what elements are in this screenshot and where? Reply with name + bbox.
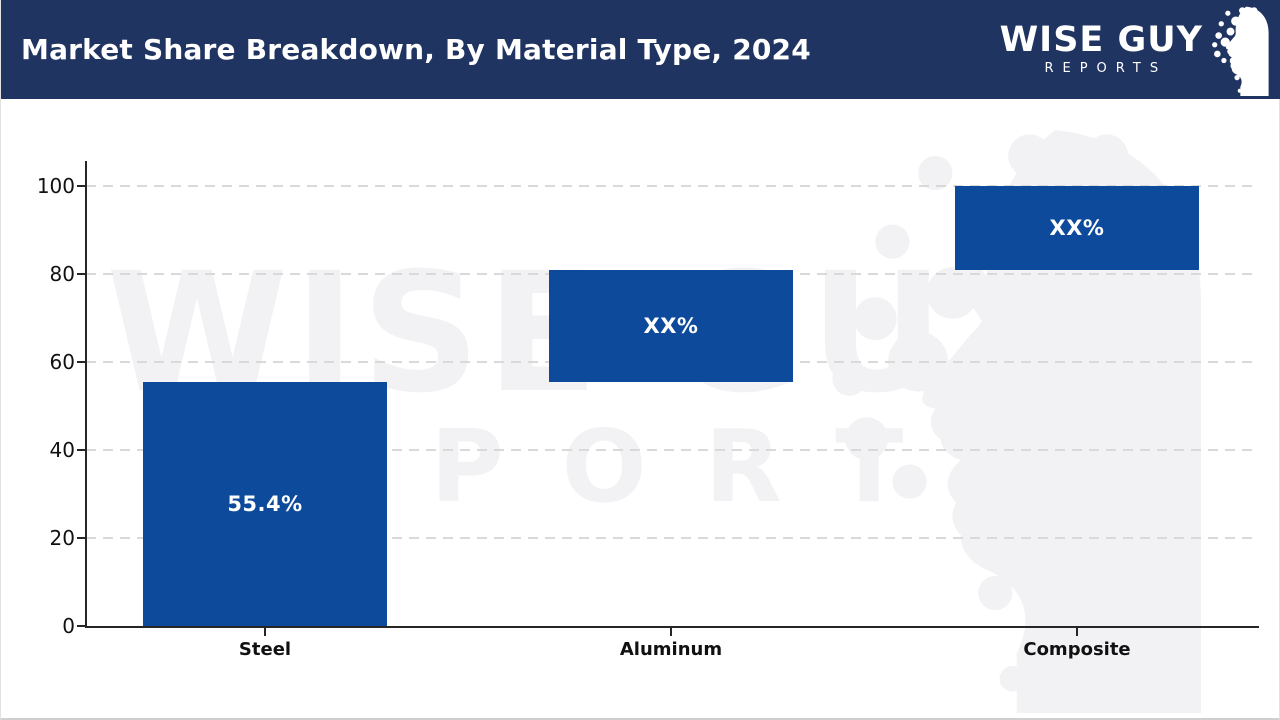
x-tick-mark: [264, 628, 266, 636]
y-tick-label: 40: [49, 438, 75, 462]
y-tick-mark: [77, 625, 86, 627]
bar-aluminum: XX%: [549, 269, 793, 383]
wiseguy-logo-text: WISE GUY REPORTS: [999, 20, 1203, 77]
y-axis-line: [85, 161, 87, 628]
logo-subtitle: REPORTS: [1044, 61, 1168, 76]
y-tick-mark: [77, 273, 86, 275]
gridline-20: [86, 537, 1259, 539]
bar-value-label: XX%: [1049, 215, 1105, 240]
bar-value-label: 55.4%: [227, 492, 303, 517]
page-title: Market Share Breakdown, By Material Type…: [21, 33, 811, 66]
x-tick-mark: [670, 628, 672, 636]
x-category-label: Composite: [1023, 639, 1131, 660]
wiseguy-logo: WISE GUY REPORTS: [1000, 4, 1275, 96]
x-category-label: Steel: [238, 639, 292, 660]
y-tick-label: 60: [49, 350, 75, 374]
x-category-label: Aluminum: [619, 639, 723, 660]
bar-value-label: XX%: [643, 313, 699, 338]
y-tick-mark: [77, 185, 86, 187]
header: Market Share Breakdown, By Material Type…: [1, 0, 1280, 99]
y-tick-label: 80: [49, 262, 75, 286]
y-tick-label: 0: [62, 614, 75, 638]
x-axis-line: [85, 626, 1259, 628]
y-tick-label: 20: [49, 526, 75, 550]
gridline-100: [86, 185, 1259, 187]
gridline-40: [86, 449, 1259, 451]
bar-steel: 55.4%: [143, 382, 387, 626]
y-tick-mark: [77, 537, 86, 539]
y-tick-label: 100: [36, 174, 75, 198]
chart-area: WISE GUY REPORTS 02040608010055.4%SteelX…: [1, 99, 1280, 718]
x-tick-mark: [1076, 628, 1078, 636]
wiseguy-face-icon: [1207, 4, 1275, 96]
logo-wordmark: WISE GUY: [999, 20, 1203, 60]
bar-composite: XX%: [955, 186, 1199, 270]
y-tick-mark: [77, 361, 86, 363]
y-tick-mark: [77, 449, 86, 451]
